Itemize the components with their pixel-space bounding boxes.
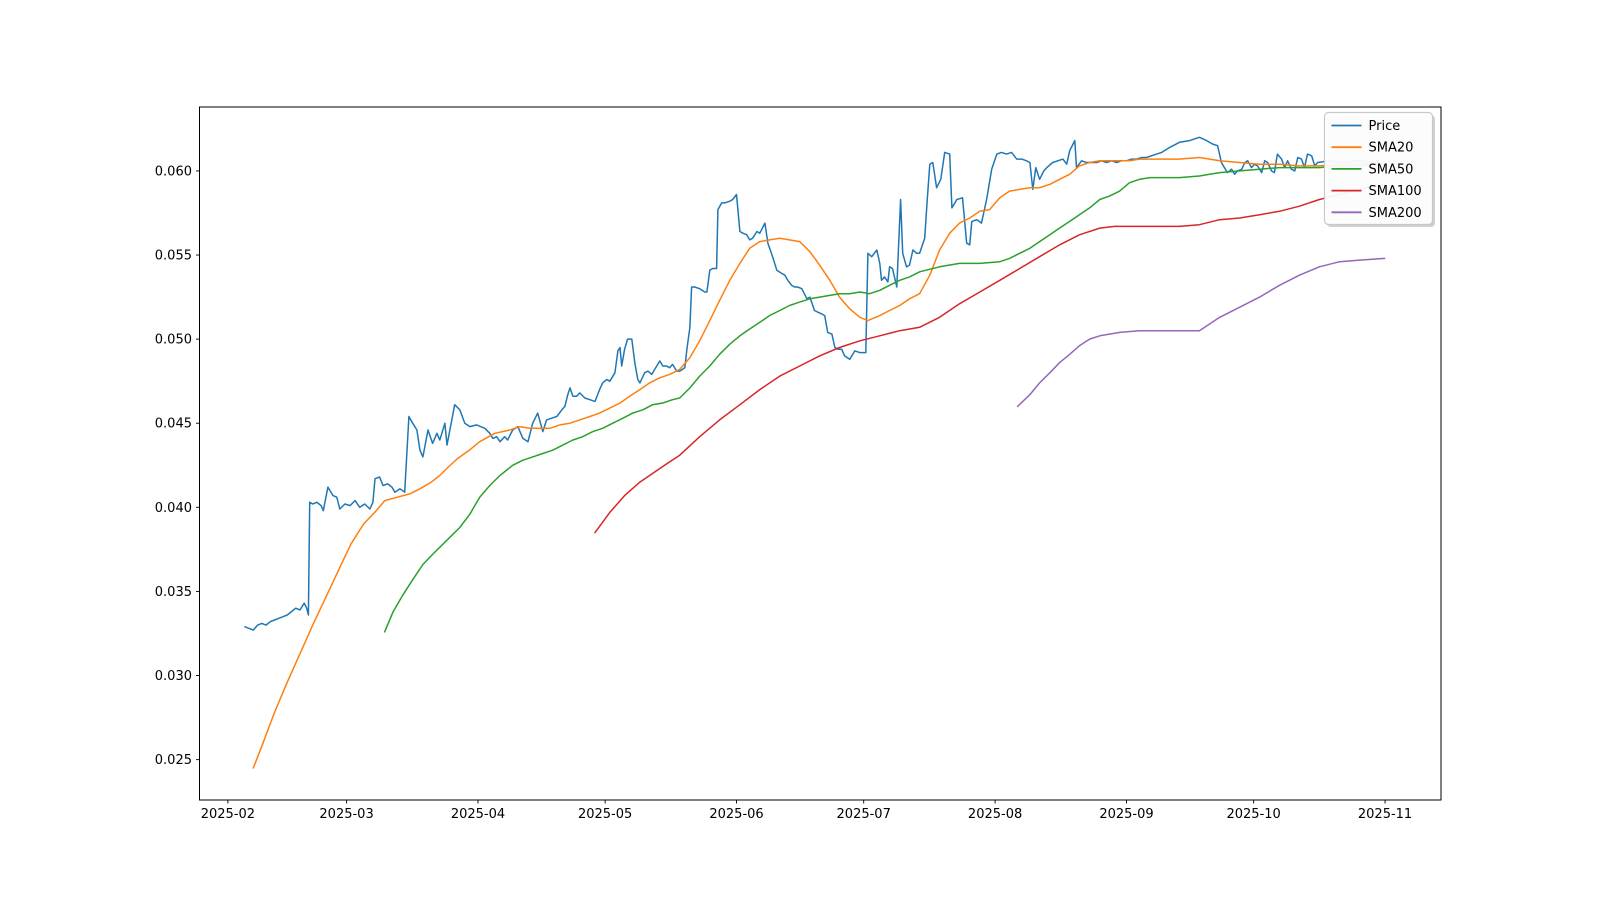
series-sma20-line — [252, 156, 1386, 769]
y-tick-label: 0.045 — [155, 417, 192, 432]
series-sma200-line — [1016, 257, 1386, 408]
x-tick-label: 2025-04 — [451, 807, 505, 822]
legend-label: SMA20 — [1369, 141, 1414, 156]
x-tick-label: 2025-06 — [709, 807, 763, 822]
legend-label: SMA50 — [1369, 162, 1414, 177]
x-tick-label: 2025-11 — [1358, 807, 1412, 822]
series-sma100-line — [594, 183, 1386, 534]
legend-box — [1323, 111, 1434, 226]
y-tick-label: 0.035 — [155, 585, 192, 600]
series-sma50-line — [383, 163, 1386, 633]
y-tick-label: 0.025 — [155, 753, 192, 768]
x-tick-label: 2025-03 — [319, 807, 373, 822]
y-tick-label: 0.055 — [155, 249, 192, 264]
plot-border — [199, 106, 1442, 801]
x-tick-label: 2025-10 — [1226, 807, 1280, 822]
axes-layer: 2025-02 2025-03 2025-04 2025-05 2025-06 2025-… — [155, 106, 1442, 822]
legend-label: Price — [1369, 119, 1401, 134]
y-tick-label: 0.040 — [155, 501, 192, 516]
x-tick-label: 2025-05 — [578, 807, 632, 822]
series-layer — [244, 136, 1386, 769]
legend-label: SMA100 — [1369, 184, 1422, 199]
legend: Price SMA20 SMA50 SMA100 SMA200 — [1323, 111, 1435, 227]
x-tick-label: 2025-07 — [837, 807, 891, 822]
y-tick-label: 0.060 — [155, 164, 192, 179]
x-tick-label: 2025-08 — [968, 807, 1022, 822]
y-tick-label: 0.050 — [155, 333, 192, 348]
x-tick-label: 2025-09 — [1099, 807, 1153, 822]
y-tick-label: 0.030 — [155, 669, 192, 684]
x-tick-label: 2025-02 — [201, 807, 255, 822]
series-price-line — [244, 136, 1386, 631]
legend-label: SMA200 — [1369, 206, 1422, 221]
